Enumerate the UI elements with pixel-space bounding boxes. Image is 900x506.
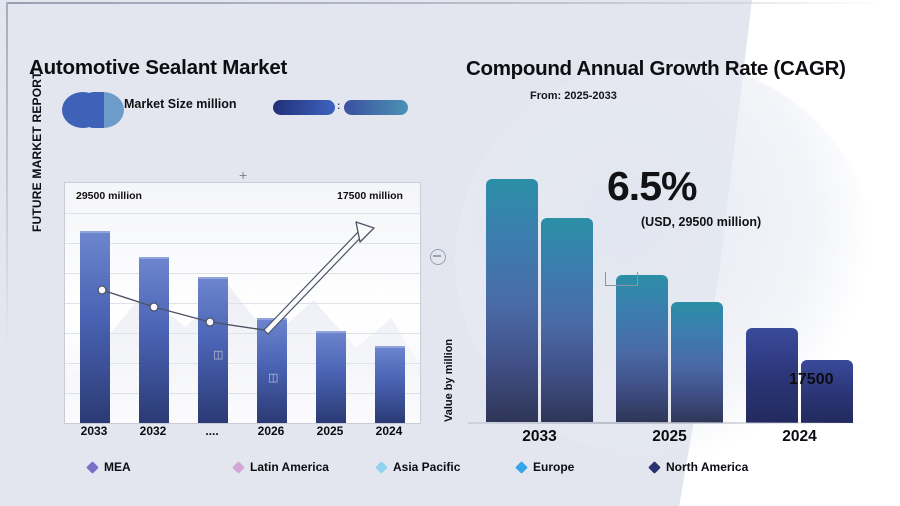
legend-label: North America — [666, 460, 749, 474]
x-axis-tick-label: 2025 — [316, 424, 344, 438]
bar — [486, 179, 538, 423]
right-chart-title: Compound Annual Growth Rate (CAGR) — [466, 57, 846, 80]
legend-label: Latin America — [250, 460, 329, 474]
bar — [616, 275, 668, 423]
bar — [316, 331, 346, 423]
legend-item[interactable]: Europe — [515, 460, 575, 474]
left-annotation-end: 17500 million — [337, 190, 403, 202]
x-axis-tick-label: 2033 — [80, 424, 108, 438]
x-axis-tick-label: 2026 — [257, 424, 285, 438]
bar — [541, 218, 593, 423]
bar — [746, 328, 798, 423]
legend-marker-icon — [375, 460, 388, 474]
corner-bracket-decoration — [605, 272, 638, 286]
legend-label: MEA — [104, 460, 131, 474]
market-size-label: Market Size million — [124, 97, 237, 111]
legend-item[interactable]: MEA — [86, 460, 131, 474]
bar — [139, 257, 169, 423]
legend-pill-separator: : — [337, 101, 341, 112]
legend-marker-icon — [515, 460, 528, 474]
bar — [671, 302, 723, 423]
bar — [80, 231, 110, 423]
bar — [257, 318, 287, 423]
bar — [375, 346, 405, 423]
bar — [198, 277, 228, 423]
x-axis-tick-label: 2024 — [375, 424, 403, 438]
left-chart-trend-line — [97, 221, 375, 335]
ghost-icon-1: ◫ — [213, 349, 224, 361]
background-left-rule — [6, 2, 8, 502]
legend-item[interactable]: Latin America — [232, 460, 329, 474]
y-axis-label-right: Value by million — [443, 338, 455, 422]
legend-marker-icon — [648, 460, 661, 474]
legend-item[interactable]: Asia Pacific — [375, 460, 461, 474]
x-axis-tick-label: 2024 — [782, 428, 817, 445]
minus-circle-icon — [430, 249, 446, 265]
legend-pill-primary — [273, 100, 335, 115]
background-top-rule — [6, 2, 886, 4]
page-title: Automotive Sealant Market — [29, 56, 288, 79]
x-axis-tick-label: 2032 — [139, 424, 167, 438]
chart-legend: MEA Latin America Asia Pacific Europe North … — [0, 460, 900, 490]
cagr-basis-label: (USD, 29500 million) — [641, 215, 762, 229]
y-axis-label-left: FUTURE MARKET REPORT — [30, 71, 44, 232]
plus-mark-icon: + — [239, 167, 248, 183]
right-chart-baseline — [468, 422, 868, 424]
x-axis-tick-label: 2025 — [652, 428, 687, 445]
legend-pill-secondary — [344, 100, 408, 115]
left-annotation-start: 29500 million — [76, 190, 142, 202]
market-size-venn-icon — [62, 92, 124, 128]
legend-label: Europe — [533, 460, 575, 474]
legend-item[interactable]: North America — [648, 460, 749, 474]
legend-label: Asia Pacific — [393, 460, 461, 474]
legend-marker-icon — [86, 460, 99, 474]
bar — [801, 360, 853, 423]
x-axis-tick-label: .... — [205, 424, 219, 438]
x-axis-tick-label: 2033 — [522, 428, 557, 445]
bar-value-label-2024: 17500 — [789, 371, 834, 388]
cagr-value: 6.5% — [607, 163, 697, 209]
ghost-icon-2: ◫ — [268, 372, 279, 384]
right-chart-subtitle: From: 2025-2033 — [530, 90, 617, 102]
left-chart-panel: ◫ ◫ — [64, 182, 421, 424]
legend-marker-icon — [232, 460, 245, 474]
